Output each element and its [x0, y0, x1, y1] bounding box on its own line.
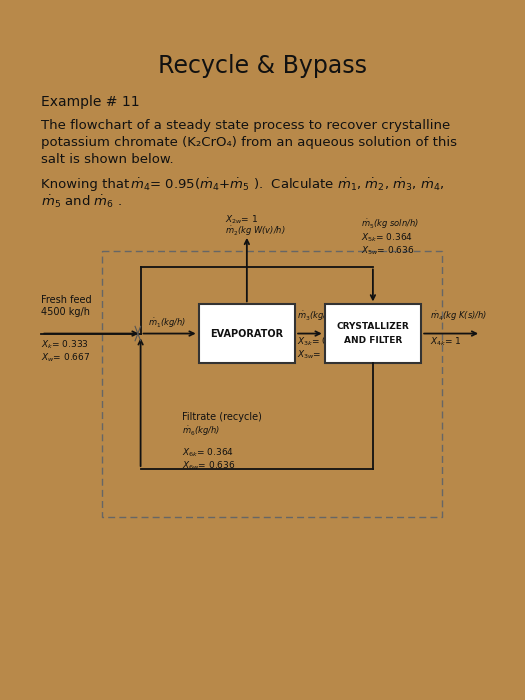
Text: Recycle & Bypass: Recycle & Bypass [158, 54, 366, 78]
Text: $X_{5k}$= 0.364: $X_{5k}$= 0.364 [361, 232, 414, 244]
Text: $X_{3w}$= 0.506: $X_{3w}$= 0.506 [297, 349, 351, 361]
Text: $\dot{m}_5$ and $\dot{m}_6$ .: $\dot{m}_5$ and $\dot{m}_6$ . [41, 193, 122, 210]
Text: $X_{4k}$= 1: $X_{4k}$= 1 [430, 336, 462, 349]
Text: potassium chromate (K₂CrO₄) from an aqueous solution of this: potassium chromate (K₂CrO₄) from an aque… [41, 136, 457, 149]
Text: Filtrate (recycle): Filtrate (recycle) [182, 412, 262, 422]
Text: $X_{5w}$= 0.636: $X_{5w}$= 0.636 [361, 244, 415, 257]
Text: $X_{3k}$= 0.494: $X_{3k}$= 0.494 [297, 336, 349, 349]
Text: $X_{6w}$= 0.636: $X_{6w}$= 0.636 [182, 459, 236, 472]
Text: $\dot{m}_4$(kg K(s)/h): $\dot{m}_4$(kg K(s)/h) [430, 309, 488, 323]
Text: $X_k$= 0.333: $X_k$= 0.333 [41, 339, 89, 351]
Text: Example # 11: Example # 11 [41, 94, 140, 108]
Text: The flowchart of a steady state process to recover crystalline: The flowchart of a steady state process … [41, 119, 450, 132]
Text: CRYSTALLIZER: CRYSTALLIZER [337, 322, 410, 331]
Text: $\dot{m}_6$(kg/h): $\dot{m}_6$(kg/h) [182, 424, 220, 438]
Bar [198, 304, 295, 363]
Text: EVAPORATOR: EVAPORATOR [211, 328, 284, 339]
Text: salt is shown below.: salt is shown below. [41, 153, 174, 166]
Text: $\dot{m}_1$(kg/h): $\dot{m}_1$(kg/h) [148, 316, 186, 330]
Text: $\dot{m}_5$(kg soln/h): $\dot{m}_5$(kg soln/h) [361, 217, 419, 231]
Text: Fresh feed: Fresh feed [41, 295, 92, 304]
Text: Knowing that: Knowing that [41, 178, 138, 191]
Text: $X_{2w}$= 1: $X_{2w}$= 1 [225, 214, 258, 226]
Text: $X_{6k}$= 0.364: $X_{6k}$= 0.364 [182, 447, 234, 459]
Text: 4500 kg/h: 4500 kg/h [41, 307, 90, 317]
Bar [324, 304, 421, 363]
Text: $X_w$= 0.667: $X_w$= 0.667 [41, 351, 91, 364]
Bar [102, 251, 443, 517]
Text: $\dot{m}_4$= 0.95($\dot{m}_4$+$\dot{m}_5$ ).  Calculate $\dot{m}_1$, $\dot{m}_2$: $\dot{m}_4$= 0.95($\dot{m}_4$+$\dot{m}_5… [130, 176, 444, 193]
Text: $\dot{m}_3$(kg/h): $\dot{m}_3$(kg/h) [297, 309, 335, 323]
Text: $\dot{m}_2$(kg W(v)/h): $\dot{m}_2$(kg W(v)/h) [225, 225, 286, 239]
Text: AND FILTER: AND FILTER [344, 336, 402, 345]
